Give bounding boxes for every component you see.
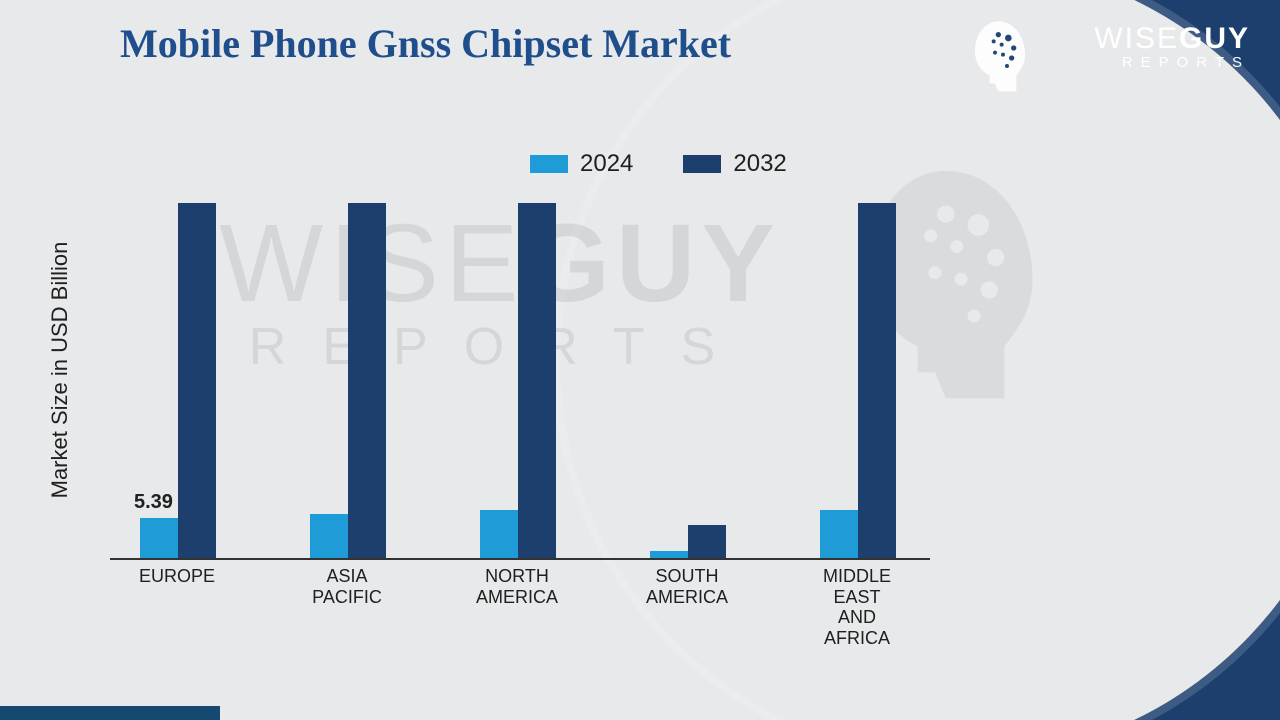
x-axis-label: NORTHAMERICA bbox=[452, 566, 582, 607]
bottom-accent-bar bbox=[0, 706, 220, 720]
x-axis-label: EUROPE bbox=[112, 566, 242, 587]
bar bbox=[348, 203, 386, 558]
bar bbox=[480, 510, 518, 558]
legend-label-2032: 2032 bbox=[733, 150, 786, 178]
brand-text: WISEGUY REPORTS bbox=[1094, 22, 1250, 71]
brand-line1-a: WISE bbox=[1094, 22, 1179, 55]
legend-swatch-2032 bbox=[683, 155, 721, 173]
legend-item-2032: 2032 bbox=[683, 150, 786, 178]
legend-label-2024: 2024 bbox=[580, 150, 633, 178]
bar bbox=[178, 203, 216, 558]
chart-title: Mobile Phone Gnss Chipset Market bbox=[120, 20, 731, 67]
legend-swatch-2024 bbox=[530, 155, 568, 173]
bar bbox=[310, 514, 348, 558]
bar bbox=[140, 518, 178, 558]
legend: 2024 2032 bbox=[530, 150, 787, 178]
bar bbox=[820, 510, 858, 558]
brand-head-icon bbox=[960, 18, 1030, 98]
y-axis-label: Market Size in USD Billion bbox=[47, 242, 73, 499]
plot-area: 5.39 bbox=[110, 190, 930, 560]
x-axis-label: SOUTHAMERICA bbox=[622, 566, 752, 607]
bar bbox=[688, 525, 726, 558]
x-axis-label: MIDDLEEASTANDAFRICA bbox=[792, 566, 922, 649]
legend-item-2024: 2024 bbox=[530, 150, 633, 178]
chart-stage: WISEGUY REPORTS WISEGUY REPORTS Mobile P… bbox=[0, 0, 1280, 720]
right-panel bbox=[960, 0, 1280, 720]
x-axis-label: ASIAPACIFIC bbox=[282, 566, 412, 607]
bar bbox=[650, 551, 688, 558]
brand-line2: REPORTS bbox=[1094, 54, 1250, 71]
bar bbox=[518, 203, 556, 558]
bar-value-label: 5.39 bbox=[134, 491, 173, 514]
brand-line1-b: GUY bbox=[1179, 22, 1250, 55]
bar bbox=[858, 203, 896, 558]
